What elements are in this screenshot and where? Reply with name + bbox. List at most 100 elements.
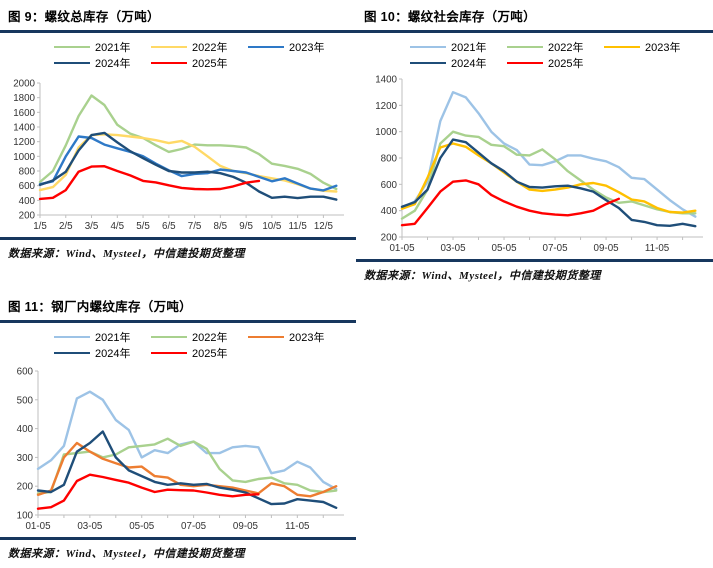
x-tick-label: 4/5	[110, 221, 124, 232]
legend-swatch	[248, 45, 284, 49]
legend-item-2024: 2024年	[54, 55, 151, 71]
x-tick-label: 01-05	[389, 243, 415, 254]
legend-swatch	[151, 335, 187, 339]
y-tick-label: 400	[19, 196, 36, 207]
legend-label: 2021年	[95, 42, 131, 54]
y-tick-label: 1200	[13, 137, 35, 148]
legend-item-2022: 2022年	[151, 329, 248, 345]
x-tick-label: 12/5	[314, 221, 334, 232]
legend-label: 2022年	[192, 42, 228, 54]
legend-item-2025: 2025年	[507, 55, 604, 71]
x-tick-label: 03-05	[440, 243, 466, 254]
legend-label: 2022年	[548, 42, 584, 54]
legend-swatch	[410, 45, 446, 49]
series-line-2025	[400, 179, 620, 227]
figure-11-legend: 2021年 2022年 2023年 2024年 2025年	[54, 329, 356, 361]
series-line-2023	[36, 441, 338, 498]
x-tick-label: 05-05	[492, 243, 518, 254]
legend-label: 2022年	[192, 332, 228, 344]
legend-swatch	[507, 61, 543, 65]
y-tick-label: 200	[19, 211, 36, 222]
x-tick-label: 01-05	[25, 521, 51, 532]
series-line-2022	[400, 130, 697, 220]
x-tick-label: 8/5	[214, 221, 228, 232]
x-tick-label: 09-05	[594, 243, 620, 254]
legend-swatch	[507, 45, 543, 49]
legend-row: 2021年 2022年 2023年	[54, 39, 356, 55]
legend-item-2021: 2021年	[410, 39, 507, 55]
legend-label: 2023年	[645, 42, 681, 54]
x-tick-label: 1/5	[33, 221, 47, 232]
figure-10-title-rule	[356, 30, 713, 33]
legend-row: 2024年 2025年	[54, 55, 356, 71]
y-tick-label: 1400	[375, 75, 397, 86]
y-tick-label: 1000	[13, 152, 35, 163]
figure-10-line-chart: 200 400 600 800 1000 1200 1400 01-05 03-05 05-05 0…	[375, 75, 703, 254]
series-line-2021	[38, 94, 338, 191]
legend-row: 2021年 2022年 2023年	[410, 39, 713, 55]
y-tick-label: 1400	[13, 123, 35, 134]
x-tick-label: 7/5	[188, 221, 202, 232]
y-tick-label: 400	[17, 424, 34, 435]
y-tick-label: 200	[17, 482, 34, 493]
figure-9-title-rule	[0, 30, 356, 33]
empty-cell	[356, 290, 713, 568]
legend-swatch	[151, 351, 187, 355]
legend-item-2025: 2025年	[151, 55, 248, 71]
y-tick-label: 500	[17, 395, 34, 406]
legend-item-2023: 2023年	[248, 329, 345, 345]
legend-swatch	[151, 61, 187, 65]
legend-label: 2024年	[95, 58, 131, 70]
legend-item-2024: 2024年	[410, 55, 507, 71]
figure-10-block: 图 10：螺纹社会库存（万吨） 2021年 2022年 2023年 2024年 2025…	[356, 0, 713, 290]
x-tick-label: 07-05	[181, 521, 207, 532]
legend-label: 2025年	[548, 58, 584, 70]
series-line-2022	[36, 437, 338, 495]
legend-label: 2023年	[289, 332, 325, 344]
legend-item-2021: 2021年	[54, 329, 151, 345]
legend-swatch	[54, 351, 90, 355]
legend-swatch	[151, 45, 187, 49]
legend-label: 2024年	[95, 348, 131, 360]
y-tick-label: 600	[381, 180, 398, 191]
legend-item-2022: 2022年	[151, 39, 248, 55]
x-tick-label: 05-05	[129, 521, 155, 532]
y-tick-label: 1000	[375, 127, 397, 138]
legend-row: 2021年 2022年 2023年	[54, 329, 356, 345]
y-tick-label: 300	[17, 453, 34, 464]
y-tick-label: 600	[17, 367, 34, 378]
legend-swatch	[604, 45, 640, 49]
y-tick-label: 400	[381, 206, 398, 217]
legend-item-2023: 2023年	[248, 39, 345, 55]
series-line-2025	[36, 473, 260, 510]
y-tick-label: 1200	[375, 101, 397, 112]
figure-11-data-source-note: 数据来源：Wind、Mysteel，中信建投期货整理	[8, 548, 245, 560]
legend-item-2024: 2024年	[54, 345, 151, 361]
series-line-2024	[400, 138, 697, 228]
y-tick-label: 800	[381, 154, 398, 165]
legend-label: 2024年	[451, 58, 487, 70]
legend-label: 2021年	[95, 332, 131, 344]
figure-10-bottom-rule	[356, 259, 713, 262]
legend-row: 2024年 2025年	[54, 345, 356, 361]
series-line-2024	[36, 430, 338, 510]
y-tick-label: 100	[17, 511, 34, 522]
legend-swatch	[248, 335, 284, 339]
figure-9-data-source-note: 数据来源：Wind、Mysteel，中信建投期货整理	[8, 248, 245, 260]
figure-11-title-rule	[0, 320, 356, 323]
y-tick-label: 1600	[13, 108, 35, 119]
figure-11-title: 图 11：钢厂内螺纹库存（万吨）	[8, 300, 192, 314]
legend-swatch	[410, 61, 446, 65]
series-line-2021	[400, 91, 697, 218]
x-tick-label: 11/5	[288, 221, 307, 232]
figure-11-bottom-rule	[0, 537, 356, 540]
x-tick-label: 2/5	[59, 221, 73, 232]
x-tick-label: 6/5	[162, 221, 176, 232]
x-tick-label: 9/5	[239, 221, 253, 232]
legend-item-2025: 2025年	[151, 345, 248, 361]
legend-swatch	[54, 335, 90, 339]
y-tick-label: 2000	[13, 79, 35, 90]
x-tick-label: 03-05	[77, 521, 103, 532]
figure-9-legend: 2021年 2022年 2023年 2024年 2025年	[54, 39, 356, 71]
